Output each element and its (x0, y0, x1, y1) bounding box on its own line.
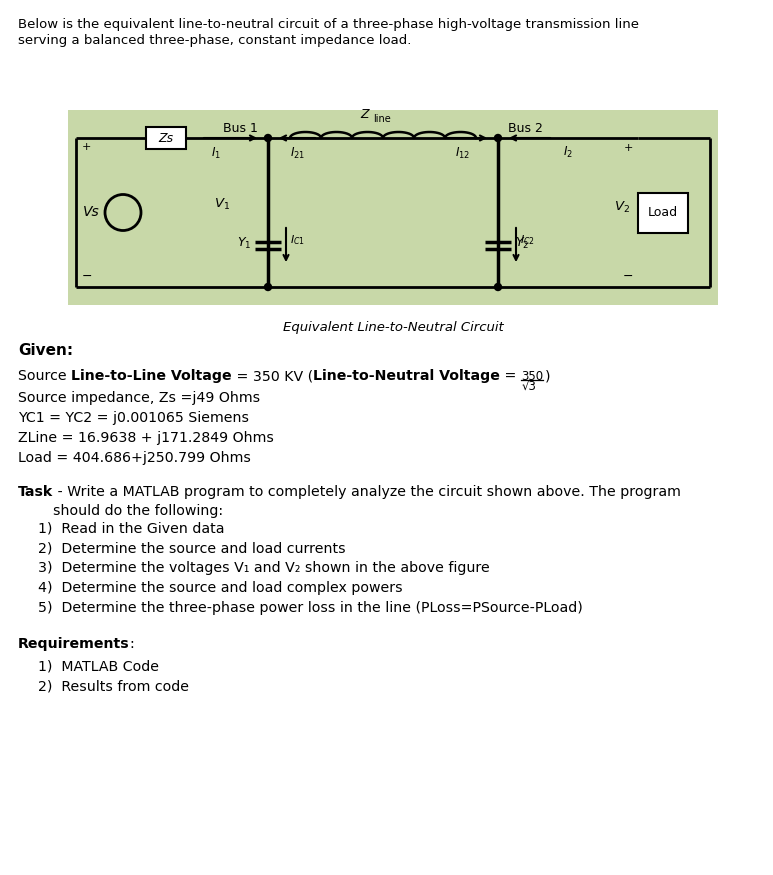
Text: line: line (373, 114, 390, 124)
Text: 1)  Read in the Given data: 1) Read in the Given data (38, 521, 224, 535)
Text: 4)  Determine the source and load complex powers: 4) Determine the source and load complex… (38, 581, 403, 595)
Text: Source: Source (18, 369, 71, 383)
Text: Zs: Zs (158, 131, 174, 144)
Text: ): ) (545, 369, 550, 383)
Text: Requirements: Requirements (18, 637, 130, 651)
Circle shape (495, 135, 502, 142)
Text: Equivalent Line-to-Neutral Circuit: Equivalent Line-to-Neutral Circuit (283, 321, 503, 334)
Bar (68, 110, 718, 305)
Text: ZLine = 16.9638 + j171.2849 Ohms: ZLine = 16.9638 + j171.2849 Ohms (18, 431, 274, 445)
Text: Line-to-Line Voltage: Line-to-Line Voltage (71, 369, 232, 383)
Text: :: : (130, 637, 135, 651)
Circle shape (495, 284, 502, 290)
Text: $Y_1$: $Y_1$ (237, 235, 251, 250)
Text: Vs: Vs (83, 206, 100, 220)
Text: Bus 2: Bus 2 (508, 122, 543, 135)
Bar (146, 127, 186, 149)
Text: 3)  Determine the voltages V₁ and V₂ shown in the above figure: 3) Determine the voltages V₁ and V₂ show… (38, 561, 490, 575)
Text: −: − (82, 270, 93, 283)
Text: 1)  MATLAB Code: 1) MATLAB Code (38, 659, 159, 673)
Text: YC1 = YC2 = j0.001065 Siemens: YC1 = YC2 = j0.001065 Siemens (18, 411, 249, 425)
Text: serving a balanced three-phase, constant impedance load.: serving a balanced three-phase, constant… (18, 34, 411, 47)
Text: Load: Load (648, 206, 678, 219)
Text: = 350 KV (: = 350 KV ( (232, 369, 313, 383)
Text: +: + (82, 142, 91, 152)
Text: 2)  Results from code: 2) Results from code (38, 679, 189, 693)
Text: $I_1$: $I_1$ (211, 146, 221, 161)
Bar (638, 192, 688, 233)
Text: Source impedance, Zs =j49 Ohms: Source impedance, Zs =j49 Ohms (18, 391, 261, 405)
Text: +: + (624, 143, 633, 153)
Text: - Write a MATLAB program to completely analyze the circuit shown above. The prog: - Write a MATLAB program to completely a… (53, 485, 681, 519)
Text: $V_2$: $V_2$ (614, 200, 630, 215)
Text: Load = 404.686+j250.799 Ohms: Load = 404.686+j250.799 Ohms (18, 451, 251, 465)
Text: 5)  Determine the three-phase power loss in the line (PLoss=PSource-PLoad): 5) Determine the three-phase power loss … (38, 601, 583, 615)
Text: $I_{12}$: $I_{12}$ (455, 146, 471, 161)
Text: $Y_2$: $Y_2$ (515, 235, 530, 250)
Text: $V_1$: $V_1$ (214, 197, 230, 212)
Text: Z: Z (360, 108, 369, 121)
Text: $I_2$: $I_2$ (563, 145, 573, 160)
Text: =: = (500, 369, 521, 383)
Text: Below is the equivalent line-to-neutral circuit of a three-phase high-voltage tr: Below is the equivalent line-to-neutral … (18, 18, 639, 31)
Text: −: − (622, 270, 633, 283)
Text: 350: 350 (522, 370, 543, 383)
Text: 2)  Determine the source and load currents: 2) Determine the source and load current… (38, 541, 346, 555)
Circle shape (264, 135, 271, 142)
Text: Bus 1: Bus 1 (223, 122, 258, 135)
Text: $I_{21}$: $I_{21}$ (291, 146, 305, 161)
Text: Task: Task (18, 485, 53, 499)
Text: $I_{C1}$: $I_{C1}$ (290, 233, 305, 247)
Circle shape (264, 284, 271, 290)
Text: √3: √3 (522, 381, 536, 394)
Text: Line-to-Neutral Voltage: Line-to-Neutral Voltage (313, 369, 500, 383)
Text: $I_{C2}$: $I_{C2}$ (520, 233, 535, 247)
Text: Given:: Given: (18, 343, 73, 358)
